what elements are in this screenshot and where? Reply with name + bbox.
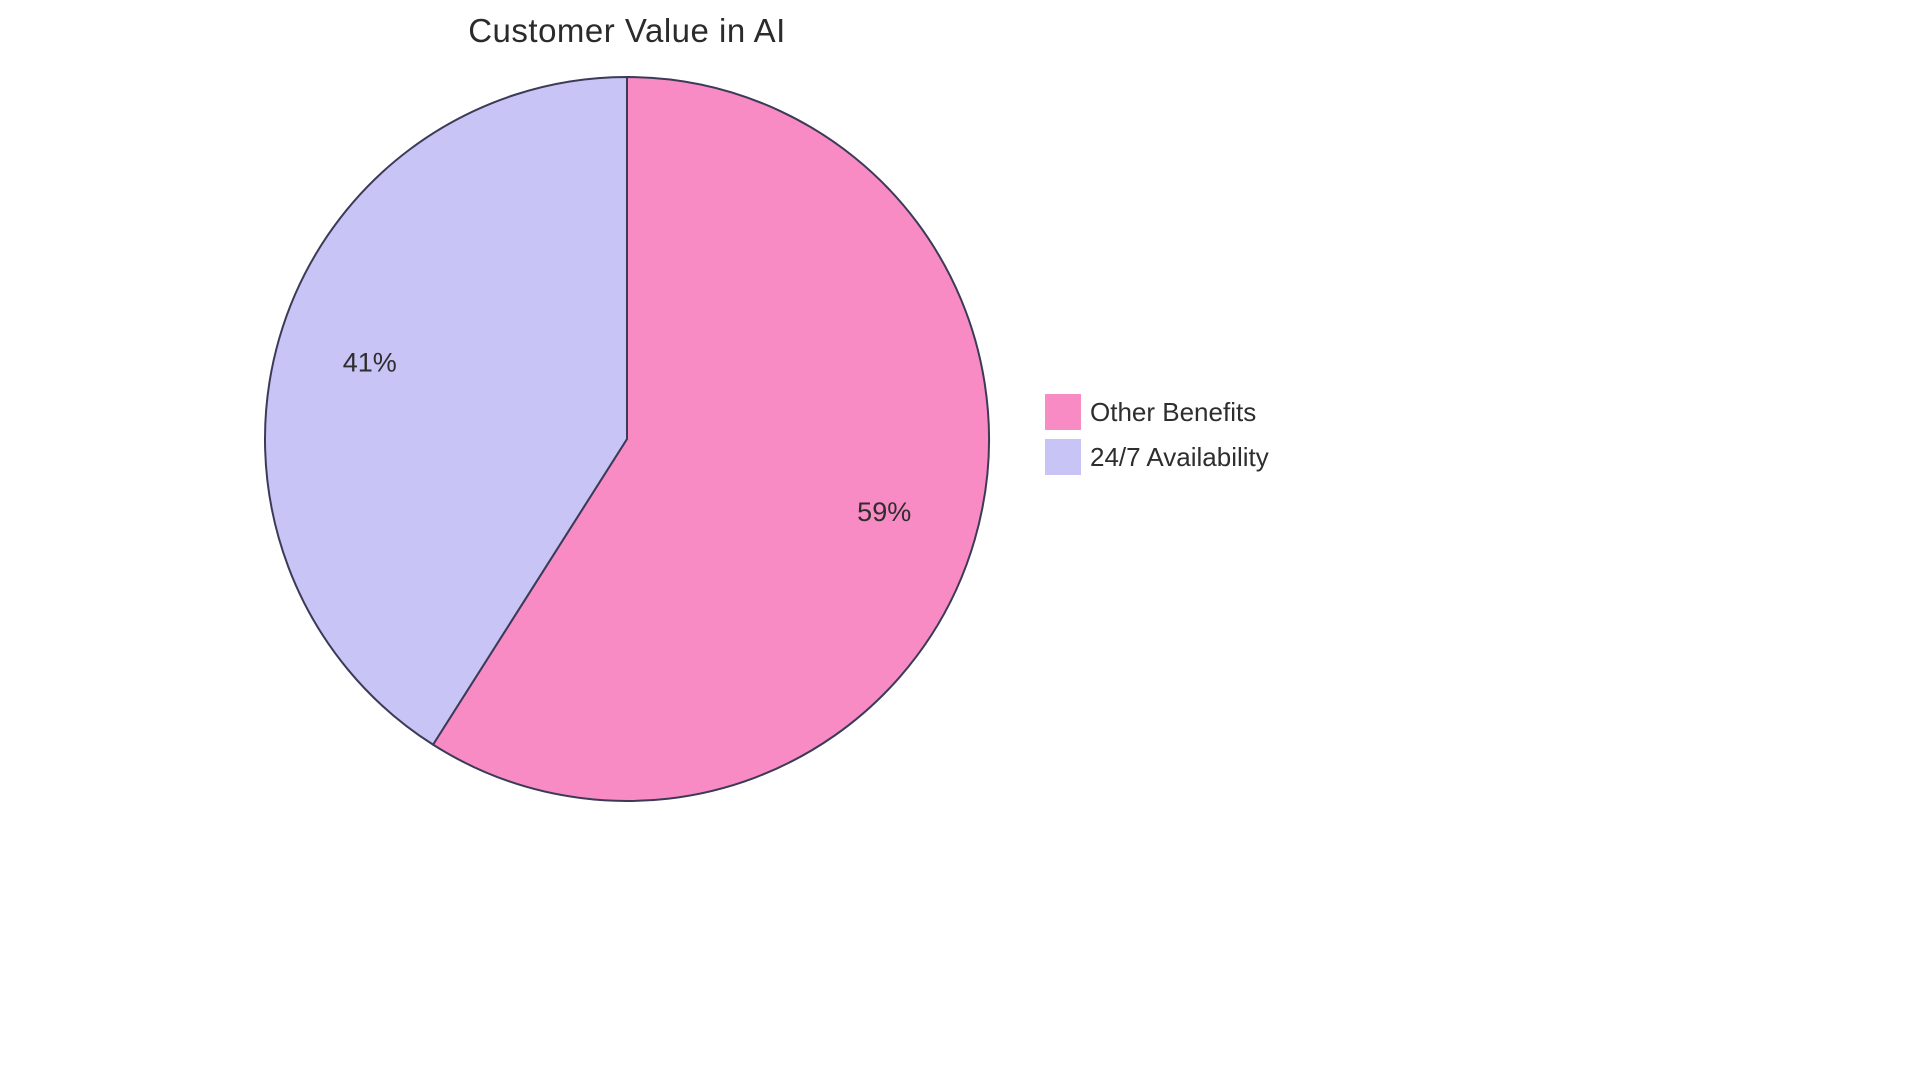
legend-label: 24/7 Availability <box>1090 441 1269 472</box>
legend-item[interactable]: 24/7 Availability <box>1045 439 1269 475</box>
pie-slice-labels-group: 59% 41% <box>343 347 911 526</box>
slice-label: 41% <box>343 347 397 377</box>
pie-slice-0 <box>432 76 990 802</box>
legend-label: Other Benefits <box>1090 396 1257 427</box>
pie-slices-group <box>263 76 990 802</box>
chart-title: Customer Value in AI <box>468 12 786 49</box>
legend-item[interactable]: Other Benefits <box>1045 394 1269 430</box>
pie-slice-1 <box>263 76 628 746</box>
slice-label: 59% <box>857 497 911 527</box>
legend-swatch <box>1045 439 1081 475</box>
legend: Other Benefits 24/7 Availability <box>1045 394 1269 475</box>
legend-swatch <box>1045 394 1081 430</box>
